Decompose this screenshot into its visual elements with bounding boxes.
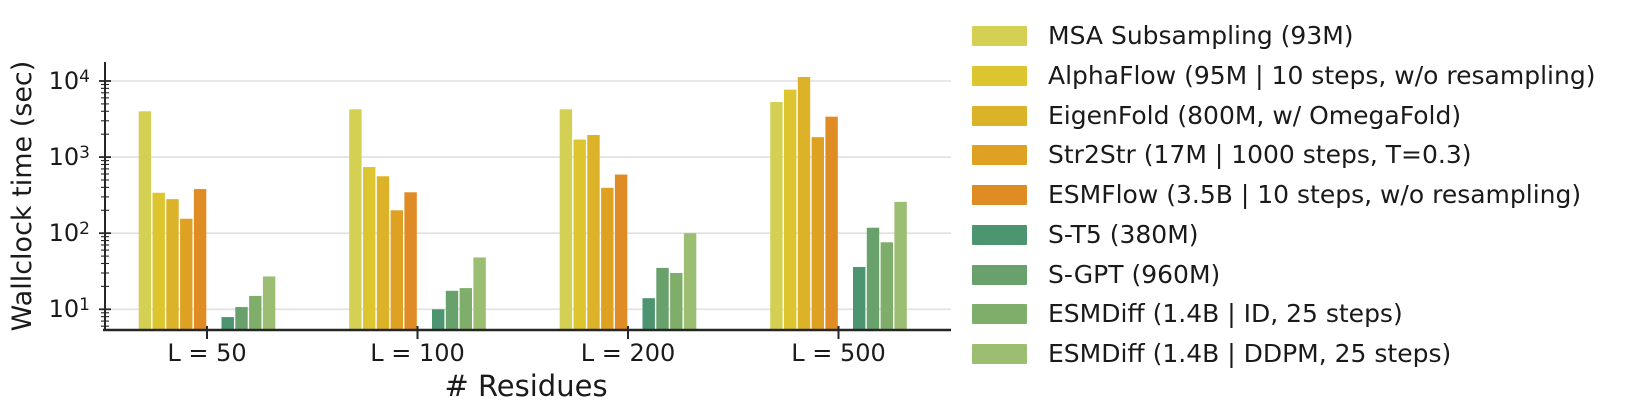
bar bbox=[349, 109, 362, 330]
bar bbox=[404, 192, 417, 330]
bar bbox=[459, 288, 472, 330]
bar bbox=[473, 257, 486, 330]
bar bbox=[363, 167, 376, 330]
bar bbox=[180, 218, 193, 330]
legend-label: MSA Subsampling (93M) bbox=[1048, 21, 1354, 50]
legend-label: Str2Str (17M | 1000 steps, T=0.3) bbox=[1048, 140, 1472, 170]
bar bbox=[670, 272, 683, 330]
legend-label: AlphaFlow (95M | 10 steps, w/o resamplin… bbox=[1048, 60, 1596, 90]
bar bbox=[235, 307, 248, 330]
legend-swatch bbox=[972, 26, 1027, 46]
x-axis-title: # Residues bbox=[444, 369, 608, 403]
bar bbox=[445, 290, 459, 330]
bar bbox=[784, 89, 797, 330]
legend-swatch bbox=[972, 145, 1027, 166]
bar bbox=[390, 210, 403, 330]
bar bbox=[770, 101, 783, 330]
bar bbox=[152, 192, 165, 330]
bar bbox=[559, 109, 573, 330]
legend-label: ESMFlow (3.5B | 10 steps, w/o resampling… bbox=[1048, 180, 1582, 209]
bar bbox=[573, 139, 586, 330]
bar bbox=[894, 201, 907, 330]
bar bbox=[221, 317, 234, 330]
legend-swatch bbox=[972, 304, 1027, 325]
bar bbox=[811, 137, 824, 330]
bar bbox=[614, 174, 628, 330]
bar bbox=[683, 233, 697, 330]
bar bbox=[825, 116, 838, 331]
y-tick-label: 104 bbox=[48, 66, 90, 95]
bar bbox=[193, 189, 207, 330]
bar bbox=[601, 187, 614, 330]
legend-label: S-T5 (380M) bbox=[1048, 219, 1199, 249]
bar bbox=[656, 267, 669, 330]
legend-label: ESMDiff (1.4B | ID, 25 steps) bbox=[1048, 299, 1403, 329]
legend-label: EigenFold (800M, w/ OmegaFold) bbox=[1048, 100, 1462, 130]
bar bbox=[880, 242, 893, 330]
bar bbox=[797, 76, 811, 331]
x-tick-label: L = 200 bbox=[580, 339, 676, 367]
legend-swatch bbox=[972, 185, 1027, 205]
legend-label: ESMDiff (1.4B | DDPM, 25 steps) bbox=[1048, 339, 1452, 368]
legend-swatch bbox=[972, 65, 1027, 86]
bar bbox=[432, 309, 445, 330]
legend-swatch bbox=[972, 105, 1027, 126]
bar bbox=[587, 135, 600, 330]
y-tick-label: 101 bbox=[48, 295, 90, 324]
y-tick-label: 103 bbox=[48, 142, 90, 172]
bar bbox=[138, 111, 152, 330]
bar bbox=[642, 298, 655, 330]
y-tick-label: 102 bbox=[48, 219, 90, 248]
bar bbox=[166, 199, 179, 330]
bar bbox=[866, 227, 880, 330]
x-tick-label: L = 500 bbox=[791, 339, 886, 367]
bar bbox=[853, 266, 866, 330]
bar bbox=[249, 295, 262, 330]
legend-swatch bbox=[972, 224, 1027, 245]
bar bbox=[262, 276, 276, 330]
x-tick-label: L = 100 bbox=[370, 339, 465, 367]
legend-swatch bbox=[972, 264, 1027, 285]
legend-label: S-GPT (960M) bbox=[1048, 259, 1221, 289]
legend-swatch bbox=[972, 344, 1027, 364]
x-tick-label: L = 50 bbox=[167, 339, 247, 367]
bar bbox=[376, 176, 390, 330]
